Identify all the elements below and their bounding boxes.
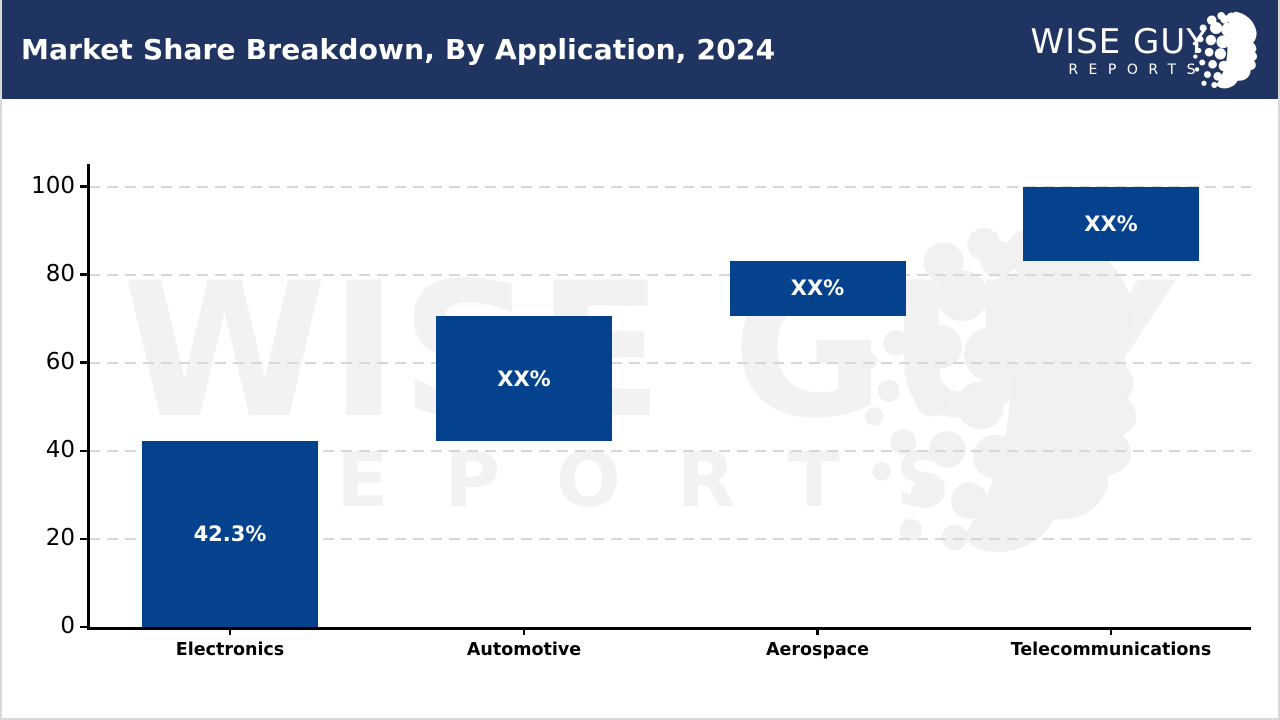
x-category-label: Aerospace: [765, 640, 870, 660]
y-tick-label: 100: [31, 172, 75, 199]
bar-automotive: XX%: [436, 316, 612, 441]
y-tick-label: 80: [45, 260, 75, 287]
header-banner: Market Share Breakdown, By Application, …: [0, 0, 1280, 99]
x-tick-automotive: [522, 629, 526, 635]
x-tick-aerospace: [816, 629, 819, 635]
y-tick-label: 20: [45, 524, 75, 551]
y-tick-label: 0: [60, 613, 75, 639]
bar-value-label: XX%: [790, 276, 845, 301]
y-tick-60: [80, 361, 88, 364]
bar-value-label: XX%: [497, 366, 551, 391]
gridline-100: [89, 185, 1251, 188]
x-axis-spine: [87, 627, 1251, 630]
logo-text-line1: WISE GUY: [1030, 22, 1208, 62]
y-tick-label: 40: [45, 436, 75, 463]
wise-guy-logo: WISE GUY REPORTS: [1000, 4, 1270, 96]
gridline-80: [89, 273, 1251, 276]
bar-value-label: 42.3%: [193, 521, 267, 546]
logo-text-line2: REPORTS: [1068, 62, 1206, 78]
y-tick-100: [80, 185, 88, 188]
gridline-40: [89, 449, 1251, 452]
x-category-label: Electronics: [175, 640, 285, 660]
y-tick-80: [80, 273, 88, 276]
gridline-60: [89, 361, 1251, 364]
chart-title: Market Share Breakdown, By Application, …: [21, 33, 776, 66]
y-tick-0: [80, 625, 88, 629]
y-axis-spine: [87, 164, 90, 630]
x-tick-telecommunications: [1109, 629, 1113, 635]
gridline-20: [89, 537, 1251, 540]
bar-electronics: 42.3%: [142, 440, 318, 627]
y-tick-20: [80, 537, 88, 541]
y-tick-40: [80, 449, 88, 453]
x-category-label: Telecommunications: [1010, 640, 1212, 660]
y-tick-label: 60: [45, 348, 75, 375]
logo-head-icon: [1190, 9, 1268, 91]
x-category-label: Automotive: [466, 640, 582, 660]
x-tick-electronics: [228, 629, 232, 635]
